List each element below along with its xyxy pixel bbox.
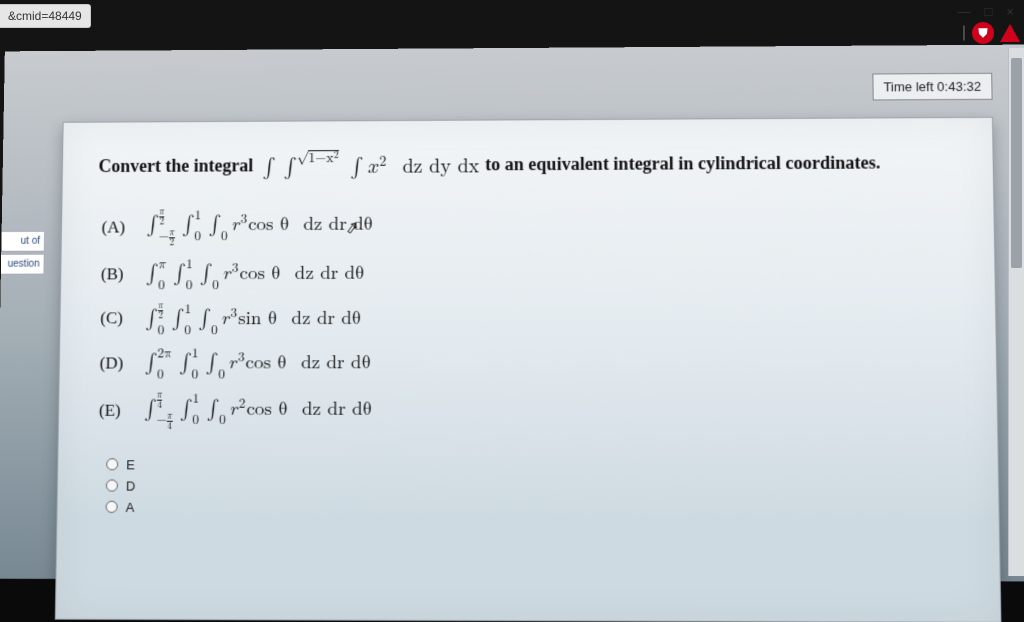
option-b-math: ∫0π ∫01 ∫0r sin θ r3 cos θ dz dr dθ bbox=[142, 258, 364, 289]
nav-item-question[interactable]: uestion bbox=[1, 254, 45, 275]
option-a-label: (A) bbox=[101, 217, 133, 237]
radio-dot-icon bbox=[106, 459, 118, 471]
yexp: 2 bbox=[334, 151, 339, 158]
close-button[interactable]: × bbox=[1006, 4, 1014, 19]
url-fragment[interactable]: &cmid=48449 bbox=[0, 4, 91, 28]
radio-dot-icon bbox=[106, 480, 118, 492]
intbase: x bbox=[368, 164, 379, 173]
radio-a-label: A bbox=[126, 500, 135, 515]
option-e: (E) ∫ −π4 π4 ∫01 ∫0r cos θ r2 cos θ dz d… bbox=[99, 392, 960, 429]
options-list: (A) ∫ −π2 π2 ∫01 ∫0r sin θ r3 cos θ dz d… bbox=[99, 206, 960, 429]
question-suffix: to an equivalent integral in cylindrical… bbox=[485, 153, 880, 176]
diffs: dz dy dx bbox=[403, 158, 480, 176]
intexp: 2 bbox=[379, 155, 386, 165]
option-e-label: (E) bbox=[99, 401, 131, 421]
option-c-math: ∫0 π2 ∫01 ∫0r sin θ r3 sin θ dz dr dθ bbox=[142, 303, 361, 335]
question-card: Convert the integral ∫ −1 1 ∫ 0 1−x 2 bbox=[55, 117, 1002, 622]
vertical-scrollbar[interactable] bbox=[1008, 48, 1024, 576]
cursor-icon: ⬀ bbox=[344, 217, 360, 239]
radio-d[interactable]: D bbox=[106, 478, 961, 494]
radio-e[interactable]: E bbox=[106, 457, 961, 473]
scroll-thumb[interactable] bbox=[1011, 58, 1022, 268]
answer-radios: E D A bbox=[106, 457, 962, 516]
timer-label: Time left 0:43:32 bbox=[883, 79, 981, 95]
radio-dot-icon bbox=[106, 501, 118, 513]
radio-d-label: D bbox=[126, 478, 136, 493]
shield-glyph: ⛊ bbox=[978, 26, 987, 41]
question-integral: ∫ −1 1 ∫ 0 1−x 2 ∫ 0 y bbox=[259, 148, 479, 183]
option-a-math: ∫ −π2 π2 ∫01 ∫0r sin θ r3 cos θ dz dr dθ bbox=[143, 209, 373, 246]
nav-item-out-of[interactable]: ut of bbox=[1, 231, 45, 252]
app-viewport: — □ × &cmid=48449 | ⛊ ut of uestion Time… bbox=[0, 0, 1024, 576]
window-controls: — □ × bbox=[904, 0, 1024, 22]
radio-a[interactable]: A bbox=[106, 500, 962, 517]
option-c-label: (C) bbox=[100, 309, 132, 329]
quiz-nav-stub: ut of uestion bbox=[1, 231, 45, 277]
browser-badges: | ⛊ bbox=[962, 22, 1020, 44]
shield-icon[interactable]: ⛊ bbox=[972, 22, 994, 44]
separator-icon: | bbox=[962, 24, 966, 42]
question-prefix: Convert the integral bbox=[98, 156, 253, 178]
radio-e-label: E bbox=[126, 457, 135, 472]
ysqrt: 1−x bbox=[308, 152, 333, 162]
option-d: (D) ∫02π ∫01 ∫0r cos θ r3 cos θ dz dr dθ bbox=[99, 347, 959, 378]
option-b: (B) ∫0π ∫01 ∫0r sin θ r3 cos θ dz dr dθ bbox=[101, 257, 958, 290]
option-e-math: ∫ −π4 π4 ∫01 ∫0r cos θ r2 cos θ dz dr dθ bbox=[141, 393, 372, 429]
option-c: (C) ∫0 π2 ∫01 ∫0r sin θ r3 sin θ dz dr d… bbox=[100, 301, 959, 334]
maximize-button[interactable]: □ bbox=[985, 4, 993, 19]
option-b-label: (B) bbox=[101, 264, 133, 284]
timer-box: Time left 0:43:32 bbox=[872, 73, 993, 101]
question-text: Convert the integral ∫ −1 1 ∫ 0 1−x 2 bbox=[98, 146, 956, 184]
triangle-warning-icon[interactable] bbox=[1000, 24, 1020, 42]
option-d-label: (D) bbox=[100, 353, 132, 373]
option-a: (A) ∫ −π2 π2 ∫01 ∫0r sin θ r3 cos θ dz d… bbox=[101, 206, 957, 245]
quiz-page: ut of uestion Time left 0:43:32 Convert … bbox=[0, 45, 1024, 582]
minimize-button[interactable]: — bbox=[958, 4, 971, 19]
option-d-math: ∫02π ∫01 ∫0r cos θ r3 cos θ dz dr dθ bbox=[141, 348, 371, 379]
